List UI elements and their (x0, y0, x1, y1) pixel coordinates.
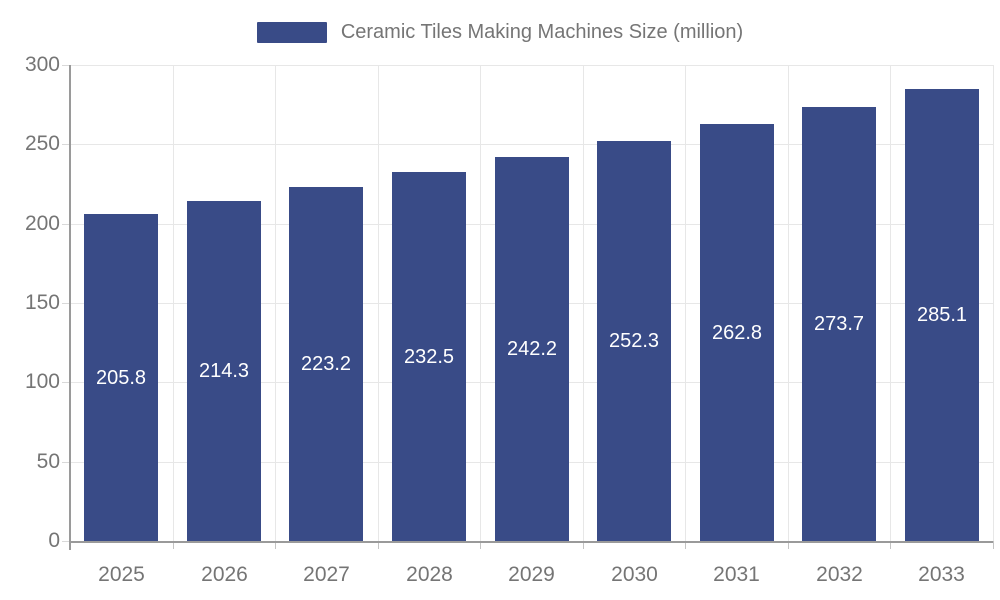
bar[interactable] (392, 172, 466, 541)
x-axis-line (69, 541, 993, 543)
bar[interactable] (597, 141, 671, 541)
gridline-vertical (378, 65, 379, 541)
gridline-vertical (275, 65, 276, 541)
bar[interactable] (289, 187, 363, 541)
x-axis-label: 2029 (508, 563, 555, 586)
bar[interactable] (84, 214, 158, 541)
y-axis-tick (62, 65, 70, 66)
x-axis-tick (173, 541, 174, 549)
x-axis-tick (583, 541, 584, 549)
y-axis-label: 300 (24, 53, 60, 76)
y-axis-tick (62, 224, 70, 225)
bar[interactable] (700, 124, 774, 541)
x-axis-tick (685, 541, 686, 549)
y-axis-label: 250 (24, 132, 60, 155)
legend-label: Ceramic Tiles Making Machines Size (mill… (340, 21, 744, 43)
x-axis-tick (275, 541, 276, 549)
x-axis-tick (788, 541, 789, 549)
y-axis-line (69, 65, 71, 550)
x-axis-label: 2030 (611, 563, 658, 586)
gridline-vertical (583, 65, 584, 541)
bar[interactable] (495, 157, 569, 541)
y-axis-label: 0 (48, 529, 60, 552)
y-axis-label: 50 (36, 450, 60, 473)
x-axis-label: 2033 (918, 563, 965, 586)
y-axis-tick (62, 382, 70, 383)
gridline-vertical (480, 65, 481, 541)
x-axis-tick (378, 541, 379, 549)
gridline-vertical (993, 65, 994, 541)
y-axis-tick (62, 144, 70, 145)
gridline-vertical (788, 65, 789, 541)
x-axis-tick (993, 541, 994, 549)
x-axis-tick (480, 541, 481, 549)
x-axis-label: 2031 (713, 563, 760, 586)
gridline-horizontal (70, 144, 993, 145)
legend-swatch (256, 21, 327, 43)
gridline-horizontal (70, 65, 993, 66)
bar[interactable] (187, 201, 261, 541)
y-axis-label: 150 (24, 291, 60, 314)
y-axis-label: 100 (24, 370, 60, 393)
x-axis-tick (890, 541, 891, 549)
x-axis-label: 2026 (201, 563, 248, 586)
gridline-vertical (890, 65, 891, 541)
x-axis-label: 2025 (98, 563, 145, 586)
bar[interactable] (905, 89, 979, 541)
gridline-vertical (173, 65, 174, 541)
x-axis-label: 2032 (816, 563, 863, 586)
y-axis-tick (62, 462, 70, 463)
y-axis-tick (62, 303, 70, 304)
x-axis-label: 2028 (406, 563, 453, 586)
bar[interactable] (802, 107, 876, 541)
x-axis-label: 2027 (303, 563, 350, 586)
legend-item[interactable]: Ceramic Tiles Making Machines Size (mill… (0, 20, 1000, 44)
y-axis-tick (62, 541, 70, 542)
y-axis-label: 200 (24, 212, 60, 235)
gridline-vertical (685, 65, 686, 541)
